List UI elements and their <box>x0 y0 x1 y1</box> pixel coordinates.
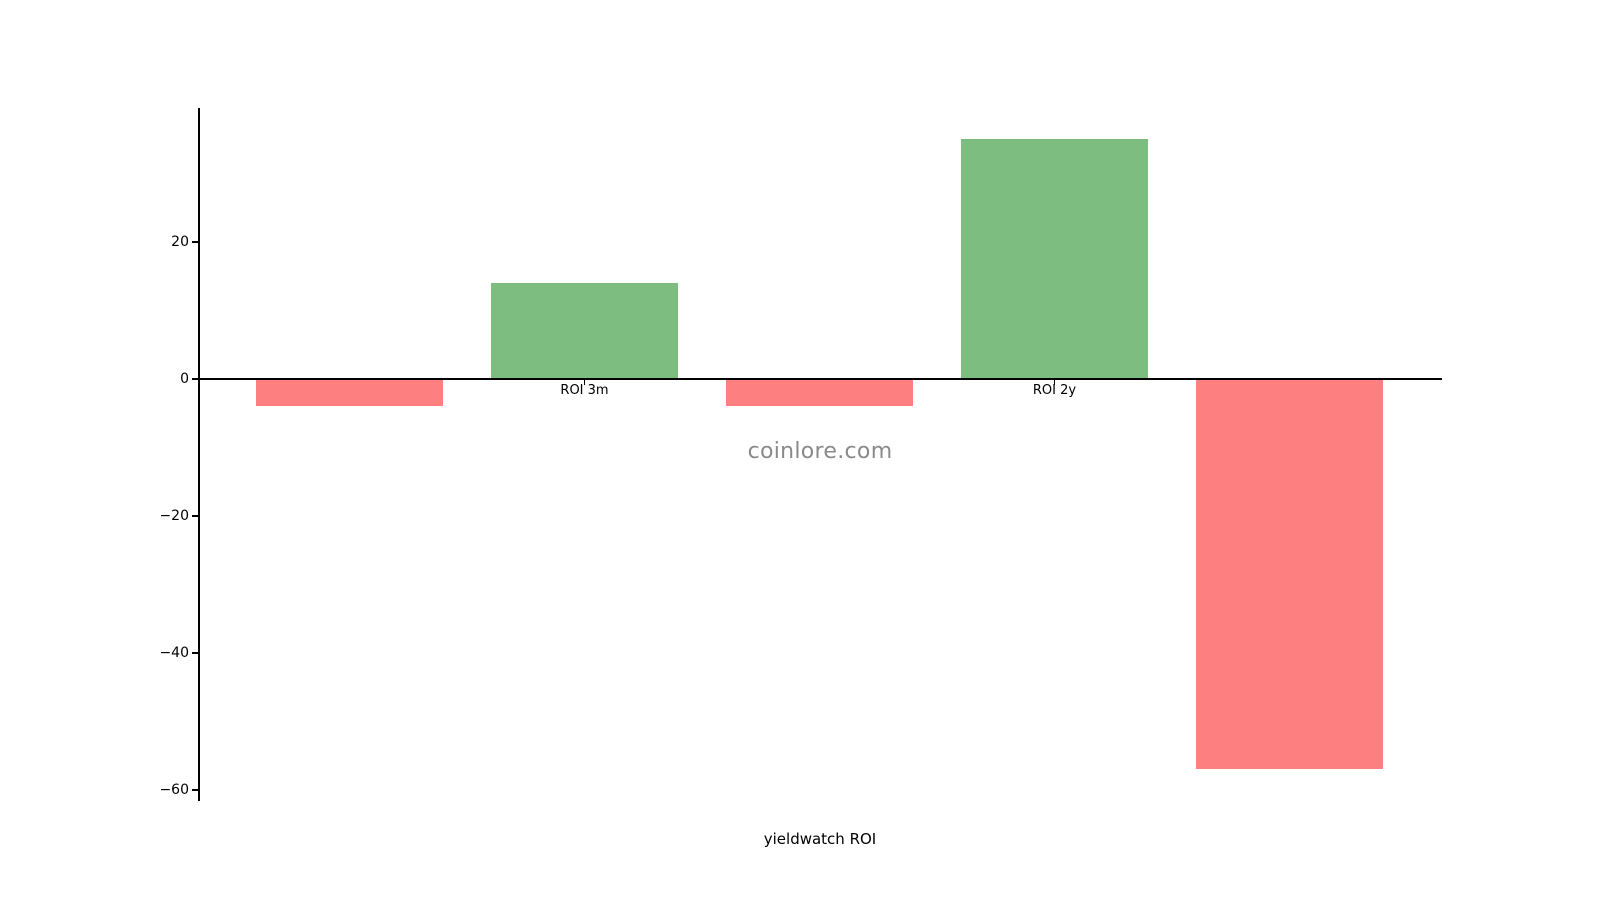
watermark-text: coinlore.com <box>747 439 893 464</box>
y-axis-tick <box>192 378 198 380</box>
x-axis-tick <box>583 379 586 385</box>
y-axis-tick <box>192 515 198 517</box>
y-axis-tick-label: −60 <box>159 782 189 798</box>
bar-negative <box>1196 379 1383 770</box>
bar-positive <box>491 283 678 379</box>
bar-negative <box>726 379 913 407</box>
x-axis-tick <box>1053 379 1056 385</box>
y-axis-tick <box>192 241 198 243</box>
y-axis-tick-label: −40 <box>159 645 189 661</box>
y-axis-tick <box>192 789 198 791</box>
bar-negative <box>256 379 443 407</box>
y-axis-tick-label: −20 <box>159 508 189 524</box>
x-axis-tick-label: ROI 3m <box>560 382 609 398</box>
y-axis-tick-label: 0 <box>180 371 189 387</box>
x-axis-title: yieldwatch ROI <box>763 830 877 848</box>
x-axis-zero-line <box>198 378 1442 380</box>
y-axis-line <box>198 108 200 801</box>
y-axis-tick-label: 20 <box>171 234 189 250</box>
y-axis-tick <box>192 652 198 654</box>
bar-positive <box>961 139 1148 379</box>
x-axis-tick-label: ROI 2y <box>1032 382 1077 398</box>
